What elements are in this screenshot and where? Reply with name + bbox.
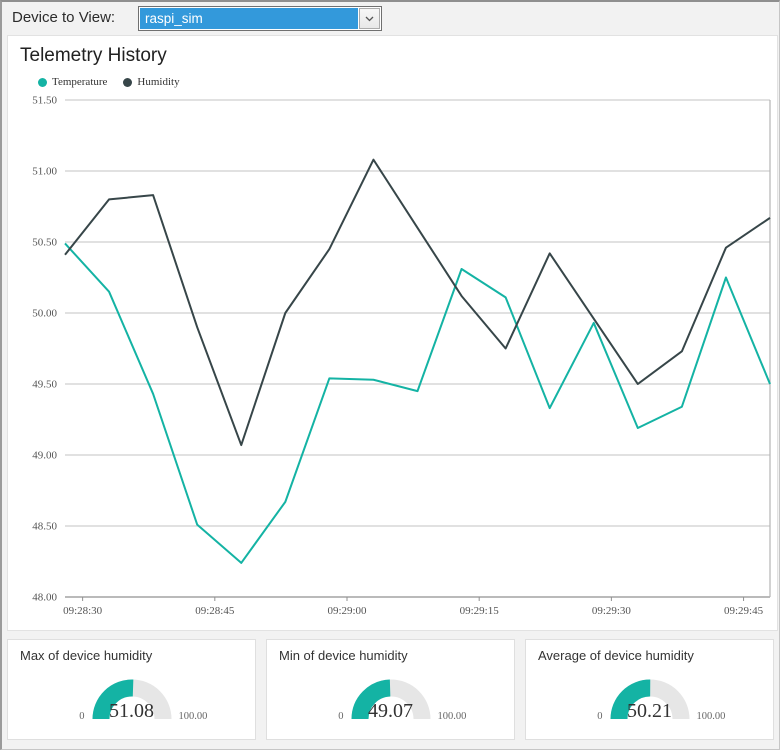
svg-text:50.00: 50.00 (32, 308, 57, 320)
device-selector-bar: Device to View: raspi_sim (2, 2, 779, 35)
gauge-max-label: 100.00 (696, 711, 726, 722)
gauge-max-humidity: 0 51.08 100.00 (27, 663, 237, 731)
gauge-cards-row: Max of device humidity 0 51.08 100.00 Mi… (7, 639, 774, 740)
svg-text:51.50: 51.50 (32, 95, 57, 107)
svg-text:51.00: 51.00 (32, 166, 57, 178)
legend-item-temperature: Temperature (38, 76, 107, 88)
gauge-max-label: 100.00 (437, 711, 467, 722)
humidity-dot-icon (123, 77, 133, 87)
gauge-min-label: 0 (79, 711, 85, 722)
temperature-dot-icon (38, 77, 47, 87)
page-title: Telemetry History (20, 45, 167, 66)
device-selector-label: Device to View: (12, 9, 116, 26)
telemetry-history-panel: Telemetry History Temperature Humidity 5… (7, 35, 778, 631)
legend-label-humidity: Humidity (137, 76, 180, 88)
svg-text:09:29:00: 09:29:00 (327, 605, 367, 617)
card-title: Min of device humidity (279, 648, 408, 663)
svg-text:49.00: 49.00 (32, 450, 57, 462)
svg-text:50.50: 50.50 (32, 237, 57, 249)
svg-text:09:28:45: 09:28:45 (195, 605, 235, 617)
svg-text:09:28:30: 09:28:30 (63, 605, 103, 617)
legend-label-temperature: Temperature (52, 76, 108, 88)
device-select-dropdown[interactable]: raspi_sim (138, 6, 382, 31)
device-select-value: raspi_sim (140, 8, 358, 29)
svg-text:48.50: 48.50 (32, 521, 57, 533)
card-title: Average of device humidity (538, 648, 694, 663)
card-min-humidity: Min of device humidity 0 49.07 100.00 (266, 639, 515, 740)
gauge-arc (610, 679, 689, 720)
chart-legend: Temperature Humidity (38, 76, 180, 88)
telemetry-line-chart: 51.50 51.00 50.50 50.00 49.50 49.00 48.50 48.00… (32, 95, 771, 617)
gauge-min-label: 0 (597, 711, 603, 722)
svg-text:09:29:30: 09:29:30 (592, 605, 632, 617)
gauge-arc (351, 679, 430, 720)
gauge-arc (92, 679, 171, 720)
chevron-down-icon (359, 8, 380, 29)
svg-text:49.50: 49.50 (32, 379, 57, 391)
gauge-value: 50.21 (627, 700, 672, 722)
card-max-humidity: Max of device humidity 0 51.08 100.00 (7, 639, 256, 740)
gauge-min-label: 0 (338, 711, 344, 722)
svg-text:09:29:45: 09:29:45 (724, 605, 764, 617)
gauge-max-label: 100.00 (178, 711, 208, 722)
gauge-value: 51.08 (109, 700, 154, 722)
card-title: Max of device humidity (20, 648, 153, 663)
card-avg-humidity: Average of device humidity 0 50.21 100.0… (525, 639, 774, 740)
legend-item-humidity: Humidity (123, 76, 180, 88)
svg-text:48.00: 48.00 (32, 592, 57, 604)
gauge-min-humidity: 0 49.07 100.00 (286, 663, 496, 731)
svg-text:09:29:15: 09:29:15 (460, 605, 500, 617)
gauge-value: 49.07 (368, 700, 413, 722)
gauge-avg-humidity: 0 50.21 100.00 (545, 663, 755, 731)
